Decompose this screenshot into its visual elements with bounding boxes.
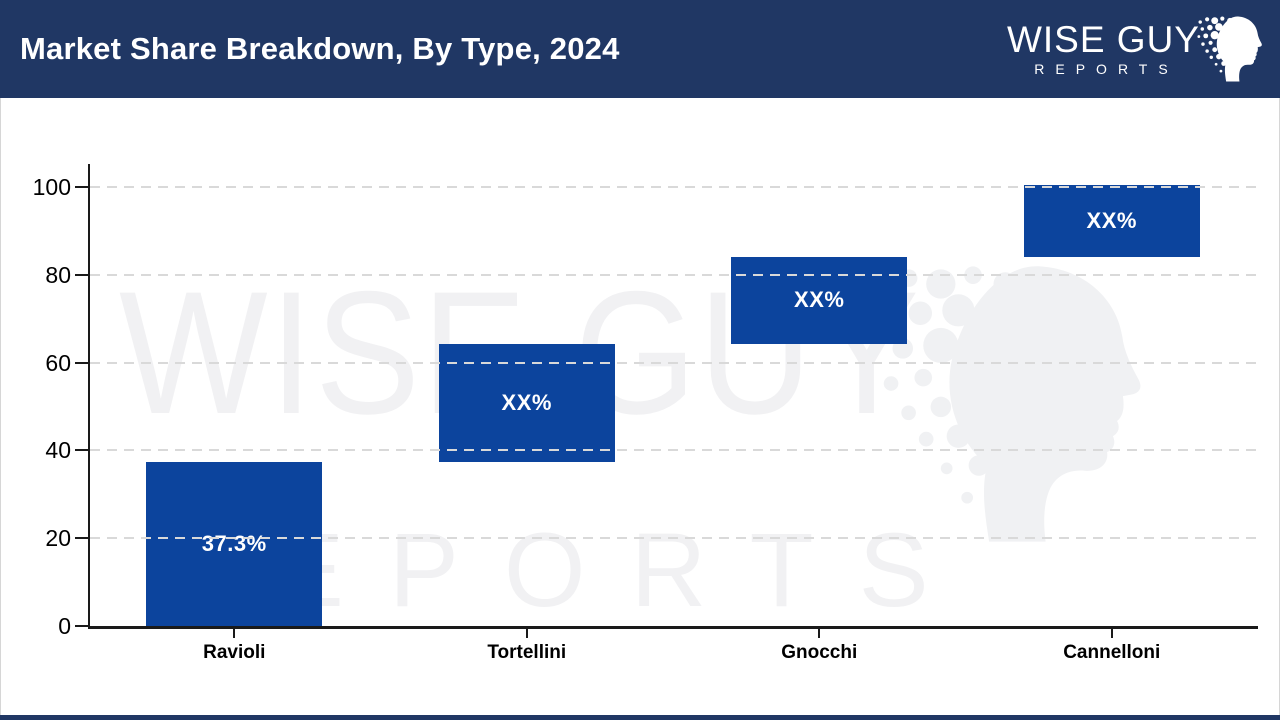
gridline-20 <box>90 537 1257 540</box>
x-tick-tortellini <box>525 629 528 638</box>
page-title: Market Share Breakdown, By Type, 2024 <box>20 31 620 66</box>
x-axis-line <box>88 626 1258 629</box>
y-tick-label-20: 20 <box>45 525 71 552</box>
x-category-label-cannelloni: Cannelloni <box>1063 642 1161 663</box>
gridline-60 <box>90 361 1257 364</box>
y-tick-100 <box>75 186 88 188</box>
bar-ravioli: 37.3% <box>146 462 323 626</box>
bar-value-label-cannelloni: XX% <box>1086 208 1137 233</box>
wiseguy-logo: WISE GUY REPORTS <box>1007 6 1270 92</box>
chart-area: WISE GUY REPORTS 0 20 40 60 80 100 37.3% Raviol… <box>0 98 1280 715</box>
logo-subtitle: REPORTS <box>1034 61 1179 78</box>
y-axis-line <box>88 164 90 629</box>
logo-text: WISE GUY REPORTS <box>1006 18 1200 78</box>
y-tick-label-0: 0 <box>58 613 71 639</box>
header-bar: Market Share Breakdown, By Type, 2024 WI… <box>0 0 1280 98</box>
bar-tortellini: XX% <box>438 344 615 463</box>
wiseguy-head-icon <box>1197 16 1262 82</box>
gridline-100 <box>90 186 1257 188</box>
x-tick-cannelloni <box>1110 629 1113 638</box>
plot: 0 20 40 60 80 100 37.3% Ravioli XX% Tortellini XX%… <box>1 98 1279 715</box>
x-category-label-tortellini: Tortellini <box>487 642 567 663</box>
x-category-label-ravioli: Ravioli <box>203 642 266 663</box>
y-tick-60 <box>75 361 88 364</box>
y-tick-label-40: 40 <box>45 437 71 464</box>
y-tick-20 <box>75 537 88 540</box>
bar-gnocchi: XX% <box>731 256 908 345</box>
y-tick-0 <box>75 625 88 627</box>
x-tick-gnocchi <box>818 629 821 638</box>
x-tick-ravioli <box>233 629 236 638</box>
x-category-label-gnocchi: Gnocchi <box>781 642 858 663</box>
gridline-80 <box>90 273 1257 276</box>
bar-cannelloni: XX% <box>1023 185 1200 257</box>
y-tick-label-60: 60 <box>45 349 71 376</box>
y-tick-40 <box>75 449 88 452</box>
footer-bar <box>0 715 1280 720</box>
bar-value-label-ravioli: 37.3% <box>201 531 267 557</box>
y-tick-label-100: 100 <box>32 174 71 200</box>
bar-value-label-gnocchi: XX% <box>794 287 845 313</box>
logo-wordmark: WISE GUY <box>1006 18 1200 60</box>
y-tick-80 <box>75 273 88 276</box>
y-tick-label-80: 80 <box>45 261 71 288</box>
gridline-40 <box>90 449 1257 452</box>
bar-value-label-tortellini: XX% <box>501 390 552 416</box>
